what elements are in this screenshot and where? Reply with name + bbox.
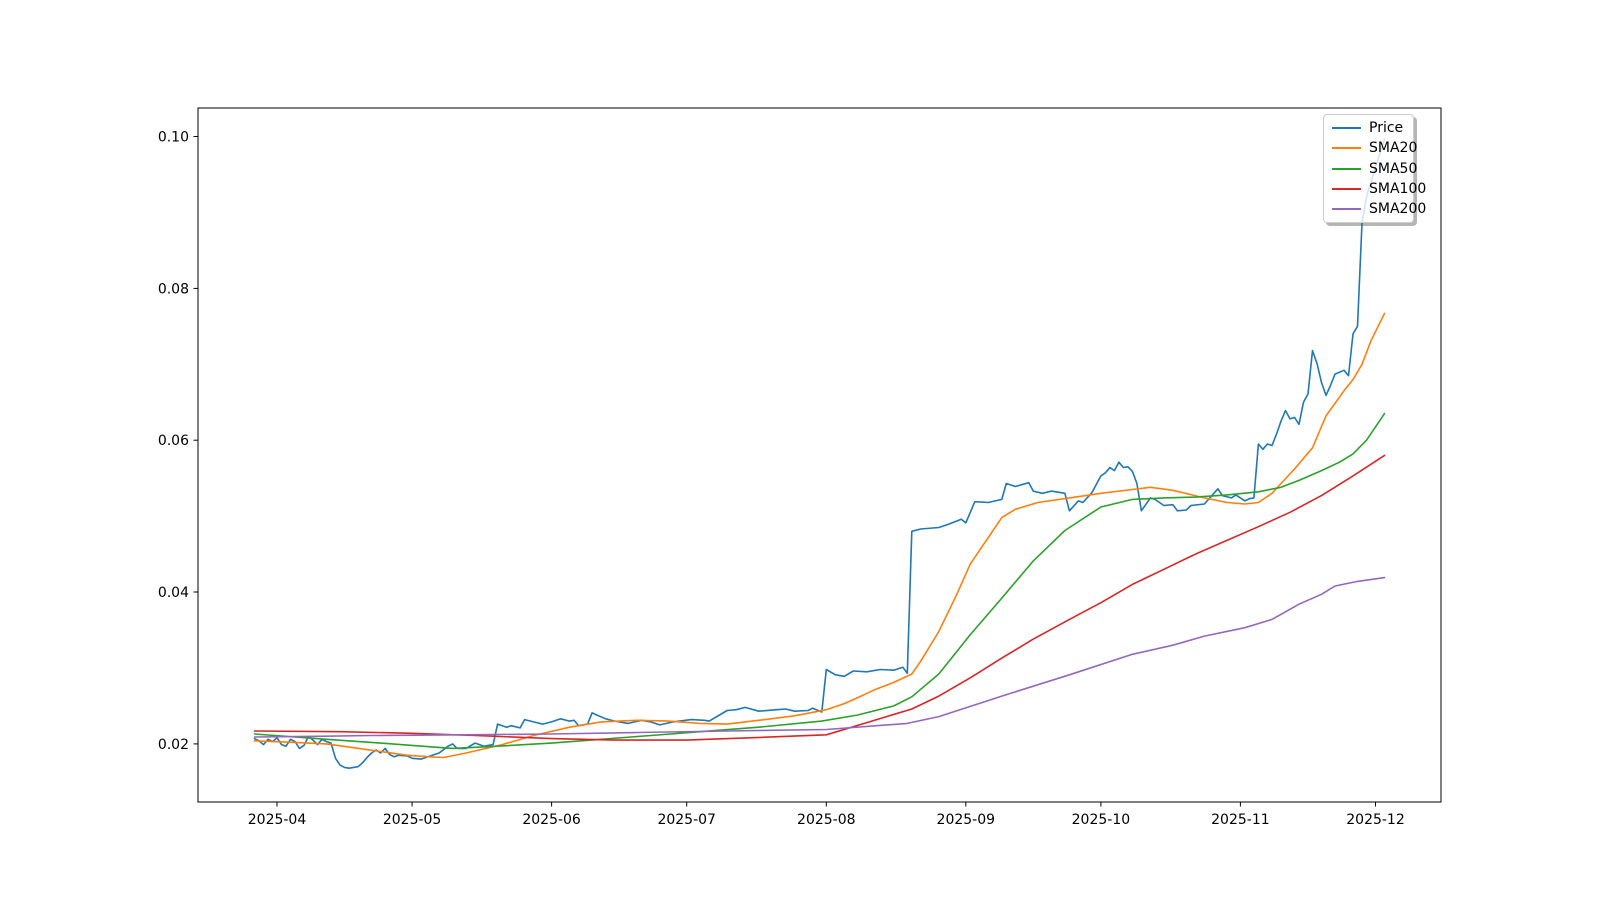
x-tick-label: 2025-04 bbox=[248, 812, 307, 828]
legend-item-sma50: SMA50 bbox=[1332, 159, 1417, 179]
y-tick-label: 0.08 bbox=[158, 281, 189, 297]
legend-label-sma100: SMA100 bbox=[1369, 180, 1427, 197]
x-tick-label: 2025-11 bbox=[1211, 812, 1270, 828]
x-tick-label: 2025-09 bbox=[937, 812, 996, 828]
x-tick-label: 2025-07 bbox=[657, 812, 716, 828]
series-line-sma50 bbox=[253, 412, 1386, 750]
y-tick-label: 0.10 bbox=[158, 130, 189, 146]
x-tick-label: 2025-12 bbox=[1346, 812, 1405, 828]
y-tick-label: 0.04 bbox=[158, 585, 189, 601]
sma50-line-sample-icon bbox=[1332, 167, 1361, 170]
series-line-sma200 bbox=[253, 576, 1386, 738]
legend-item-sma100: SMA100 bbox=[1332, 179, 1426, 199]
x-tick-label: 2025-05 bbox=[383, 812, 442, 828]
x-tick-label: 2025-10 bbox=[1072, 812, 1131, 828]
y-tick-label: 0.06 bbox=[158, 433, 189, 449]
sma200-line-sample-icon bbox=[1332, 208, 1361, 210]
axes-frame bbox=[197, 107, 1442, 803]
series-line-price bbox=[253, 138, 1386, 770]
series-line-sma20 bbox=[253, 312, 1386, 759]
legend-label-price: Price bbox=[1369, 120, 1404, 136]
legend-item-sma200: SMA200 bbox=[1332, 199, 1426, 219]
price-line-sample-icon bbox=[1332, 127, 1361, 129]
series-line-sma100 bbox=[253, 454, 1386, 741]
sma20-line-sample-icon bbox=[1332, 147, 1361, 150]
legend-label-sma50: SMA50 bbox=[1369, 160, 1418, 177]
sma100-line-sample-icon bbox=[1332, 187, 1361, 190]
legend-label-sma20: SMA20 bbox=[1369, 140, 1418, 157]
legend-label-sma200: SMA200 bbox=[1369, 201, 1427, 217]
legend: Price SMA20 SMA50 SMA100 SMA200 bbox=[1323, 114, 1426, 223]
legend-item-sma20: SMA20 bbox=[1332, 138, 1417, 158]
legend-item-price: Price bbox=[1332, 118, 1413, 138]
x-tick-label: 2025-06 bbox=[522, 812, 581, 828]
y-tick-label: 0.02 bbox=[158, 737, 189, 753]
x-tick-label: 2025-08 bbox=[797, 812, 856, 828]
